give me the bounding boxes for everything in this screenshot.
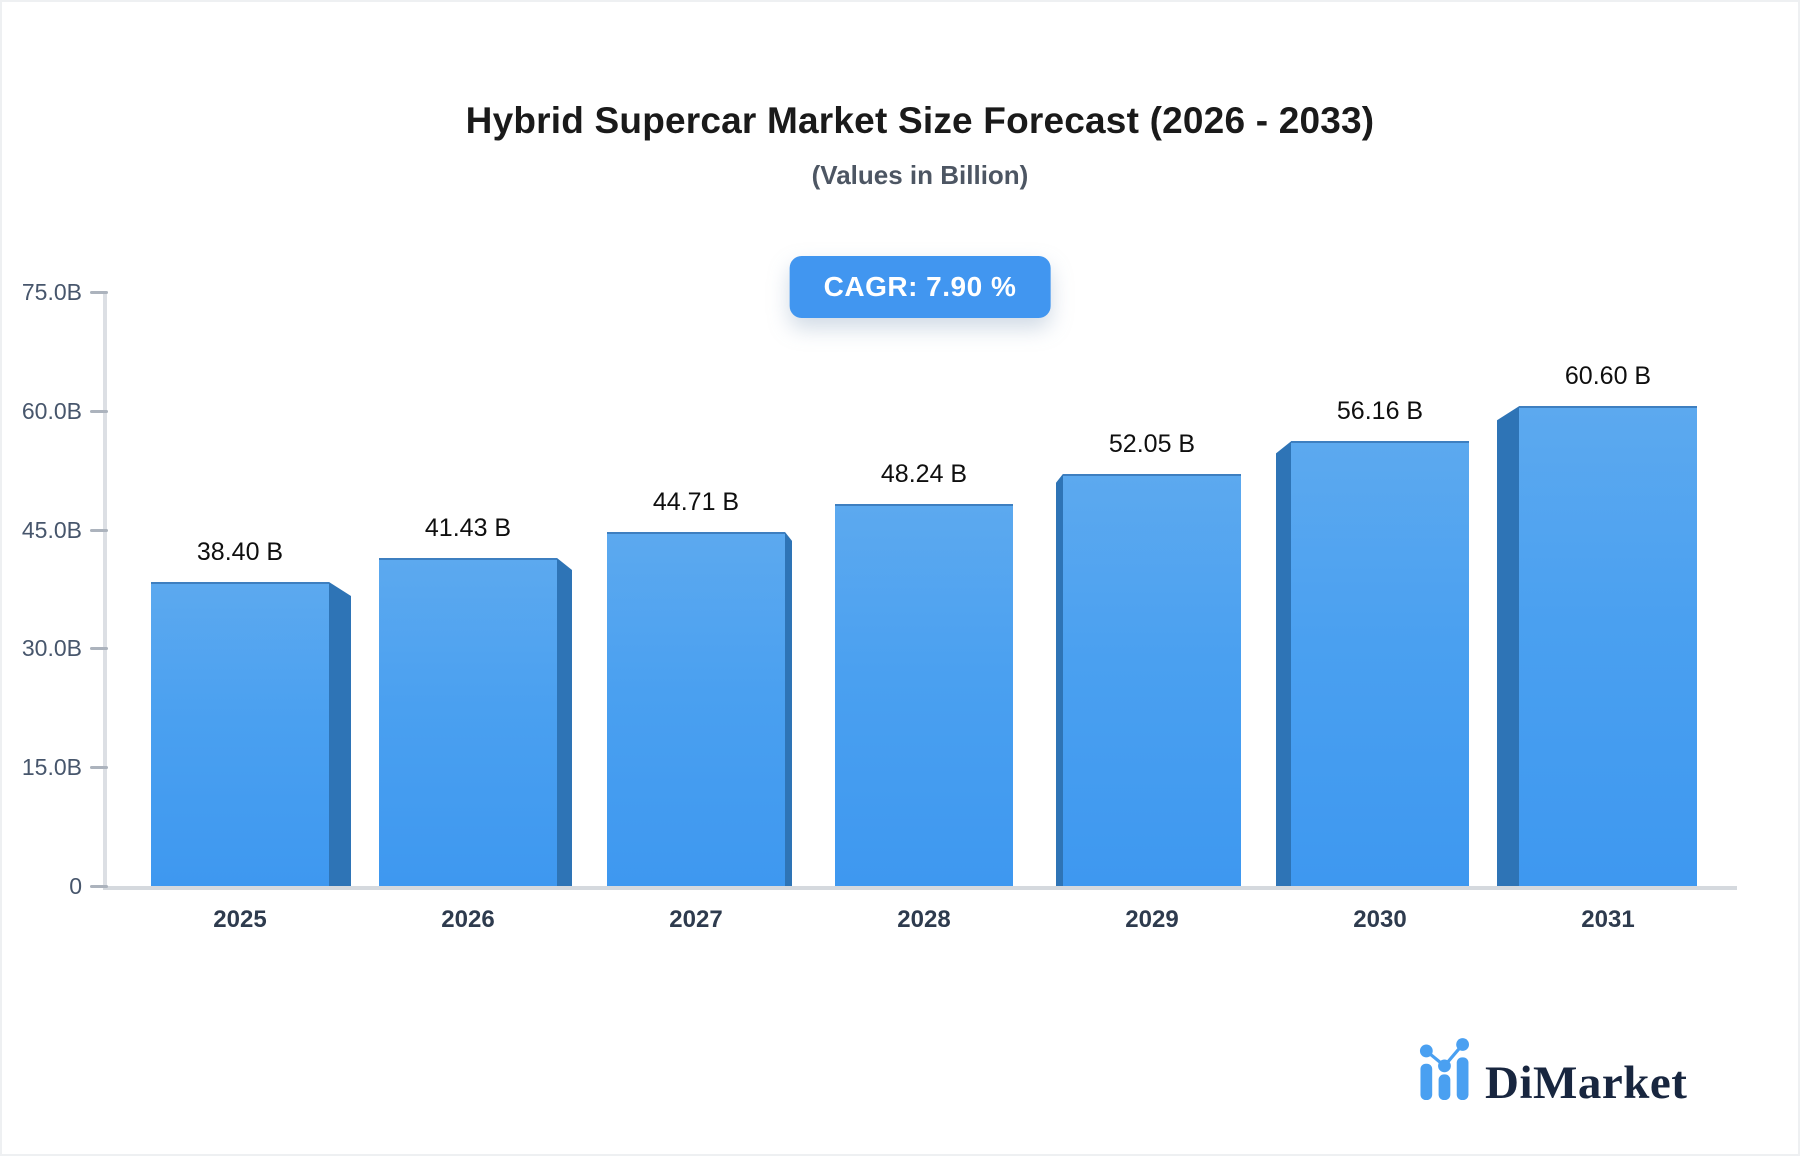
bar-value-label: 44.71 B xyxy=(652,488,740,517)
bar-2030 xyxy=(1291,441,1469,886)
bar-side-shadow xyxy=(1276,441,1291,886)
x-axis-line xyxy=(103,886,1737,890)
y-axis-tick-label: 60.0B xyxy=(21,397,82,424)
bar-2027 xyxy=(607,532,785,886)
y-axis-tick-mark xyxy=(90,647,108,651)
y-axis-tick-label: 30.0B xyxy=(21,635,82,662)
bar-side-shadow xyxy=(785,532,792,886)
bar-side-shadow xyxy=(1497,406,1519,886)
brand-logo-text: DiMarket xyxy=(1485,1056,1688,1109)
bar-2025 xyxy=(151,581,329,886)
bar-2028 xyxy=(835,504,1013,886)
bar-value-label: 48.24 B xyxy=(880,460,968,489)
bar-value-label: 41.43 B xyxy=(424,513,512,542)
y-axis-tick-mark xyxy=(90,528,108,532)
x-axis-category-label: 2031 xyxy=(1581,906,1635,933)
chart-subtitle: (Values in Billion) xyxy=(811,160,1029,190)
x-axis-category-label: 2027 xyxy=(669,906,723,933)
bar-value-label: 38.40 B xyxy=(196,537,284,566)
x-axis-category-label: 2025 xyxy=(213,906,267,933)
y-axis-tick-mark xyxy=(90,291,108,295)
bar-2029 xyxy=(1063,473,1241,886)
bar-chart-logo-icon xyxy=(1418,1036,1472,1105)
y-axis-tick-mark xyxy=(90,409,108,413)
bar-side-shadow xyxy=(557,557,572,886)
y-axis-tick-label: 15.0B xyxy=(21,754,82,781)
y-axis-line xyxy=(103,292,107,890)
brand-logo: DiMarket xyxy=(1418,1036,1688,1109)
y-axis-tick-label: 0 xyxy=(69,873,82,899)
x-axis-category-label: 2030 xyxy=(1353,906,1407,933)
y-axis-tick-label: 45.0B xyxy=(21,516,82,543)
y-axis-tick-mark xyxy=(90,885,108,888)
x-axis-category-label: 2029 xyxy=(1125,906,1179,933)
bar-2031 xyxy=(1519,406,1697,886)
x-axis-category-label: 2028 xyxy=(897,906,951,933)
bar-2026 xyxy=(379,557,557,886)
cagr-badge: CAGR: 7.90 % xyxy=(789,256,1051,318)
bar-side-shadow xyxy=(329,581,351,886)
chart-title: Hybrid Supercar Market Size Forecast (20… xyxy=(465,100,1375,141)
y-axis-tick-label: 75.0B xyxy=(21,279,82,306)
bar-value-label: 56.16 B xyxy=(1336,397,1424,426)
bar-value-label: 60.60 B xyxy=(1564,362,1652,391)
bar-side-shadow xyxy=(1056,473,1063,886)
x-axis-category-label: 2026 xyxy=(441,906,495,933)
bar-value-label: 52.05 B xyxy=(1108,429,1196,458)
y-axis-tick-mark xyxy=(90,766,108,770)
